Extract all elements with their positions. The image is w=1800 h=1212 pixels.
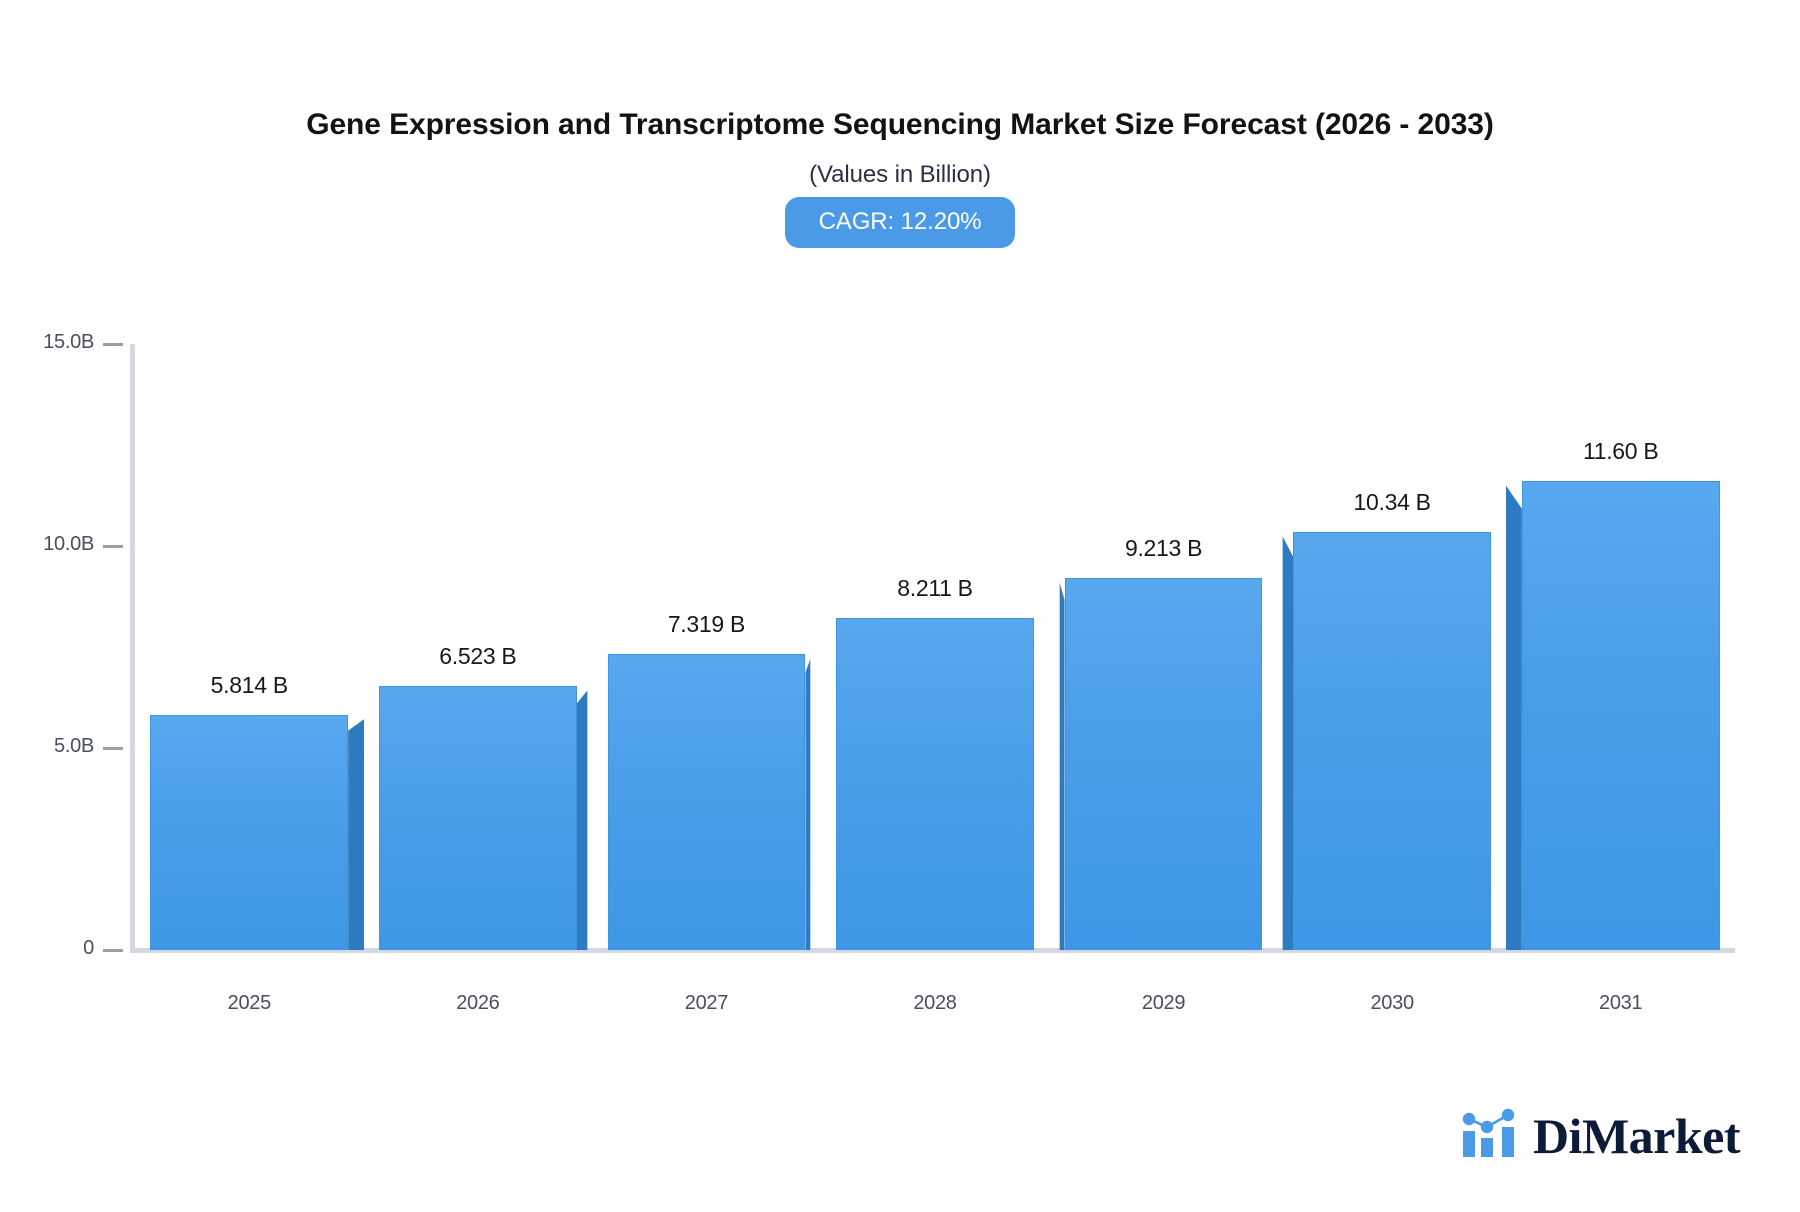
x-axis-line xyxy=(130,948,1735,953)
y-axis-line xyxy=(130,344,135,951)
bar-face xyxy=(1293,532,1491,950)
bar-3d-side xyxy=(1059,581,1065,950)
bar-column[interactable]: 11.60 B 2031 xyxy=(1505,438,1720,1014)
x-axis-category-label: 2029 xyxy=(1141,992,1186,1014)
bar-value-label: 5.814 B xyxy=(210,672,288,699)
bar-value-label: 9.213 B xyxy=(1124,534,1203,561)
bar-value-label: 11.60 B xyxy=(1582,438,1659,465)
bar-value-label: 6.523 B xyxy=(439,643,517,670)
y-axis-tick-mark xyxy=(103,949,123,952)
cagr-badge-container: CAGR: 12.20% xyxy=(0,196,1800,248)
bar-3d-side xyxy=(1505,485,1522,950)
y-axis-tick-label: 10.0B xyxy=(43,533,94,555)
y-axis-tick-mark xyxy=(103,747,123,750)
bar-value-label: 8.211 B xyxy=(897,575,973,602)
x-axis-category-label: 2028 xyxy=(913,992,957,1014)
brand-logo-text: DiMarket xyxy=(1532,1107,1741,1164)
bar-face xyxy=(1064,577,1263,950)
bar-value-label: 7.319 B xyxy=(667,611,745,638)
bar-chart-icon xyxy=(1461,1107,1521,1164)
x-axis-category-label: 2026 xyxy=(456,992,500,1014)
chart-subtitle: (Values in Billion) xyxy=(809,160,991,188)
bar-column[interactable]: 8.211 B 2028 xyxy=(836,575,1034,1014)
x-axis-category-label: 2030 xyxy=(1370,992,1414,1014)
bar-column[interactable]: 6.523 B 2026 xyxy=(379,643,588,1014)
bar-column[interactable]: 9.213 B 2029 xyxy=(1059,535,1263,1014)
bar-face xyxy=(150,715,349,950)
bar-face xyxy=(836,618,1034,950)
page-title: Gene Expression and Transcriptome Sequen… xyxy=(306,108,1494,141)
bar-face xyxy=(1521,481,1720,950)
x-axis-category-label: 2025 xyxy=(227,992,272,1014)
bar-column[interactable]: 10.34 B 2030 xyxy=(1282,489,1491,1014)
bar-3d-side xyxy=(576,690,588,950)
y-axis-tick-label: 5.0B xyxy=(54,735,94,757)
bar-face xyxy=(379,686,577,950)
bar-face xyxy=(607,654,806,950)
cagr-badge: CAGR: 12.20% xyxy=(784,196,1016,248)
bar-3d-side xyxy=(348,719,365,950)
bar-value-label: 10.34 B xyxy=(1353,489,1431,516)
x-axis-category-label: 2027 xyxy=(684,992,729,1014)
y-axis-ticks: 0 5.0B 10.0B 15.0B xyxy=(0,0,130,1212)
bar-series: 5.814 B 2025 6.523 B 2026 7.319 B 2027 8.211 B… xyxy=(135,0,1735,1014)
bar-column[interactable]: 5.814 B 2025 xyxy=(150,672,365,1014)
brand-logo: DiMarket xyxy=(1461,1107,1741,1164)
y-axis-tick-mark xyxy=(103,545,123,548)
bar-3d-side xyxy=(805,658,811,950)
y-axis-tick-label: 15.0B xyxy=(43,331,94,353)
chart-header: Gene Expression and Transcriptome Sequen… xyxy=(0,0,1800,248)
bar-3d-side xyxy=(1282,536,1294,950)
bar-column[interactable]: 7.319 B 2027 xyxy=(607,611,811,1014)
y-axis-tick-label: 0 xyxy=(83,937,94,959)
x-axis-category-label: 2031 xyxy=(1599,992,1643,1014)
y-axis-tick-mark xyxy=(103,343,123,346)
